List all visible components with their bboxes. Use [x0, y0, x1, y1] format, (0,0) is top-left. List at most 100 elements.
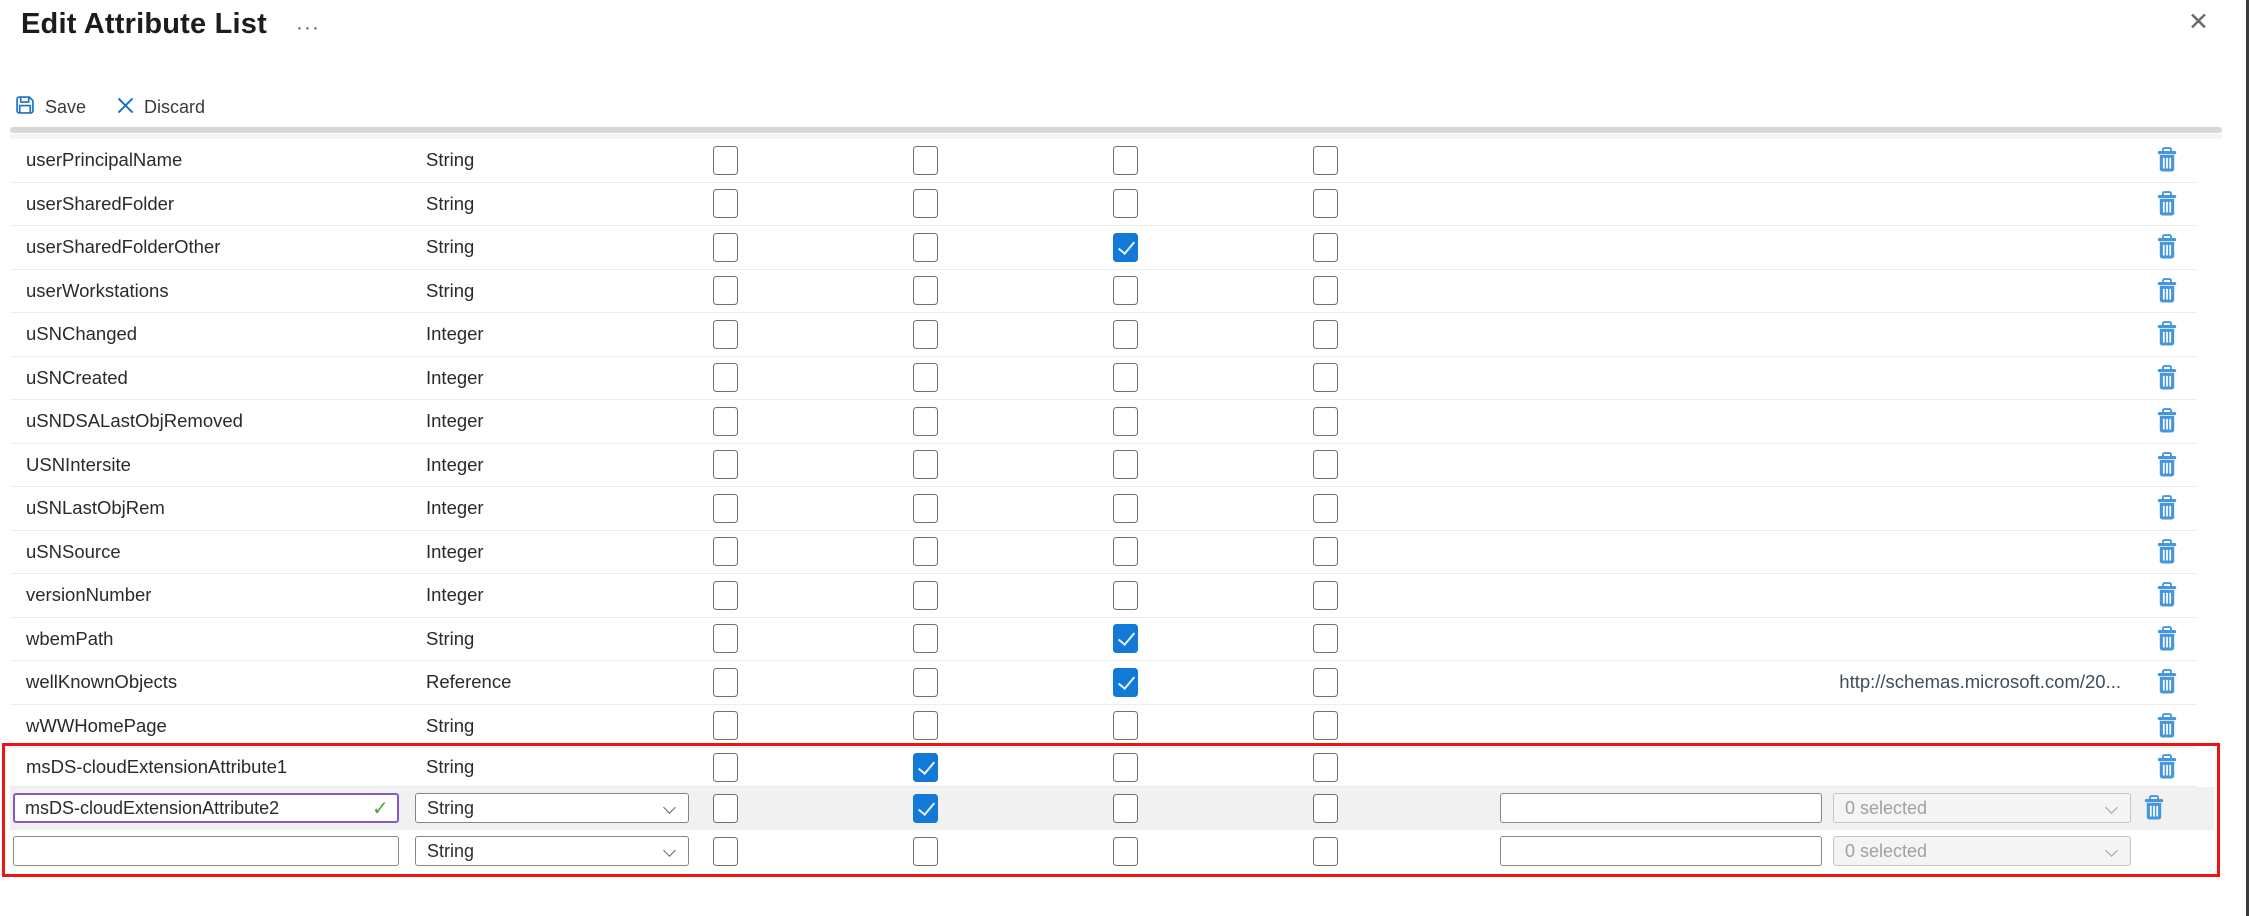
delete-row-button[interactable] [2155, 147, 2179, 173]
horizontal-scrollbar-thumb[interactable] [10, 127, 2222, 133]
attribute-checkbox-col4[interactable] [1313, 624, 1338, 654]
attribute-checkbox-col3-checked[interactable] [1113, 667, 1138, 697]
table-row: wbemPath String [10, 618, 2197, 661]
attribute-checkbox-col3[interactable] [1113, 493, 1138, 523]
attribute-checkbox-col1[interactable] [713, 189, 738, 219]
attribute-checkbox-col1[interactable] [713, 319, 738, 349]
overflow-menu-icon[interactable]: ··· [296, 16, 320, 39]
attribute-checkbox-col2-checked[interactable] [913, 752, 938, 782]
delete-row-button[interactable] [2155, 408, 2179, 434]
attribute-checkbox-col3[interactable] [1113, 711, 1138, 741]
horizontal-scrollbar-track[interactable] [10, 134, 2222, 139]
attribute-checkbox-col3[interactable] [1113, 145, 1138, 175]
attribute-checkbox-col2[interactable] [913, 580, 938, 610]
attribute-checkbox-col3[interactable] [1113, 794, 1138, 823]
attribute-name-input[interactable] [13, 836, 399, 866]
attribute-type-dropdown[interactable]: String [415, 836, 689, 866]
attribute-checkbox-col2[interactable] [913, 232, 938, 262]
delete-row-button[interactable] [2155, 538, 2179, 565]
save-button[interactable]: Save [14, 94, 86, 121]
attribute-checkbox-col2[interactable] [913, 837, 938, 866]
attribute-checkbox-col4[interactable] [1313, 276, 1338, 306]
discard-button[interactable]: Discard [116, 96, 205, 120]
attribute-checkbox-col3[interactable] [1113, 837, 1138, 866]
attribute-checkbox-col2[interactable] [913, 276, 938, 306]
attribute-checkbox-col2[interactable] [913, 319, 938, 349]
multi-select-dropdown[interactable]: 0 selected [1833, 836, 2131, 866]
attribute-checkbox-col4[interactable] [1313, 493, 1338, 523]
attribute-checkbox-col4[interactable] [1313, 363, 1338, 393]
attribute-checkbox-col2[interactable] [913, 406, 938, 436]
delete-row-button[interactable] [2155, 495, 2179, 521]
attribute-checkbox-col3[interactable] [1113, 406, 1138, 436]
multi-select-dropdown[interactable]: 0 selected [1833, 793, 2131, 823]
attribute-checkbox-col1[interactable] [713, 752, 738, 782]
attribute-checkbox-col4[interactable] [1313, 837, 1338, 866]
checkbox-cell [713, 752, 913, 782]
attribute-checkbox-col2[interactable] [913, 537, 938, 567]
attribute-checkbox-col2[interactable] [913, 145, 938, 175]
attribute-checkbox-col4[interactable] [1313, 450, 1338, 480]
attribute-checkbox-col2[interactable] [913, 363, 938, 393]
attribute-checkbox-col4[interactable] [1313, 406, 1338, 436]
attribute-checkbox-col4[interactable] [1313, 189, 1338, 219]
attribute-checkbox-col2[interactable] [913, 624, 938, 654]
attribute-checkbox-col1[interactable] [713, 145, 738, 175]
delete-row-button[interactable] [2155, 234, 2179, 260]
delete-row-button[interactable] [2155, 190, 2179, 217]
attribute-checkbox-col3-checked[interactable] [1113, 232, 1138, 262]
attribute-value-input[interactable] [1500, 836, 1822, 866]
attribute-checkbox-col3[interactable] [1113, 276, 1138, 306]
attribute-checkbox-col1[interactable] [713, 363, 738, 393]
close-icon[interactable]: ✕ [2188, 8, 2209, 36]
attribute-name-input[interactable] [13, 793, 399, 823]
delete-row-button[interactable] [2155, 754, 2179, 780]
attribute-checkbox-col1[interactable] [713, 580, 738, 610]
attribute-checkbox-col4[interactable] [1313, 537, 1338, 567]
attribute-checkbox-col2[interactable] [913, 189, 938, 219]
delete-row-button[interactable] [2155, 625, 2179, 652]
attribute-checkbox-col4[interactable] [1313, 794, 1338, 823]
attribute-checkbox-col1[interactable] [713, 794, 738, 823]
attribute-type-dropdown[interactable]: String [415, 793, 689, 823]
attribute-checkbox-col1[interactable] [713, 276, 738, 306]
attribute-checkbox-col1[interactable] [713, 493, 738, 523]
attribute-checkbox-col4[interactable] [1313, 145, 1338, 175]
attribute-checkbox-col1[interactable] [713, 837, 738, 866]
attribute-checkbox-col3[interactable] [1113, 363, 1138, 393]
attribute-checkbox-col3[interactable] [1113, 580, 1138, 610]
delete-row-button[interactable] [2155, 277, 2179, 304]
attribute-value-input[interactable] [1500, 793, 1822, 823]
attribute-checkbox-col1[interactable] [713, 667, 738, 697]
attribute-checkbox-col4[interactable] [1313, 580, 1338, 610]
attribute-checkbox-col3[interactable] [1113, 752, 1138, 782]
attribute-checkbox-col2[interactable] [913, 493, 938, 523]
delete-row-button[interactable] [2155, 669, 2179, 695]
attribute-checkbox-col2[interactable] [913, 450, 938, 480]
attribute-checkbox-col4[interactable] [1313, 319, 1338, 349]
attribute-checkbox-col1[interactable] [713, 450, 738, 480]
attribute-checkbox-col1[interactable] [713, 537, 738, 567]
attribute-checkbox-col4[interactable] [1313, 232, 1338, 262]
delete-row-button[interactable] [2155, 321, 2179, 347]
delete-row-button[interactable] [2155, 712, 2179, 739]
attribute-checkbox-col4[interactable] [1313, 667, 1338, 697]
attribute-checkbox-col1[interactable] [713, 232, 738, 262]
attribute-checkbox-col2-checked[interactable] [913, 794, 938, 823]
attribute-checkbox-col1[interactable] [713, 711, 738, 741]
attribute-checkbox-col2[interactable] [913, 711, 938, 741]
attribute-checkbox-col1[interactable] [713, 406, 738, 436]
attribute-checkbox-col3[interactable] [1113, 450, 1138, 480]
delete-row-button[interactable] [2155, 364, 2179, 391]
attribute-checkbox-col1[interactable] [713, 624, 738, 654]
attribute-checkbox-col3[interactable] [1113, 319, 1138, 349]
attribute-checkbox-col3[interactable] [1113, 189, 1138, 219]
attribute-checkbox-col3-checked[interactable] [1113, 624, 1138, 654]
attribute-checkbox-col4[interactable] [1313, 752, 1338, 782]
delete-row-button[interactable] [2155, 451, 2179, 478]
attribute-checkbox-col2[interactable] [913, 667, 938, 697]
delete-row-button[interactable] [2155, 582, 2179, 608]
attribute-checkbox-col3[interactable] [1113, 537, 1138, 567]
delete-row-button[interactable] [2142, 795, 2166, 821]
attribute-checkbox-col4[interactable] [1313, 711, 1338, 741]
